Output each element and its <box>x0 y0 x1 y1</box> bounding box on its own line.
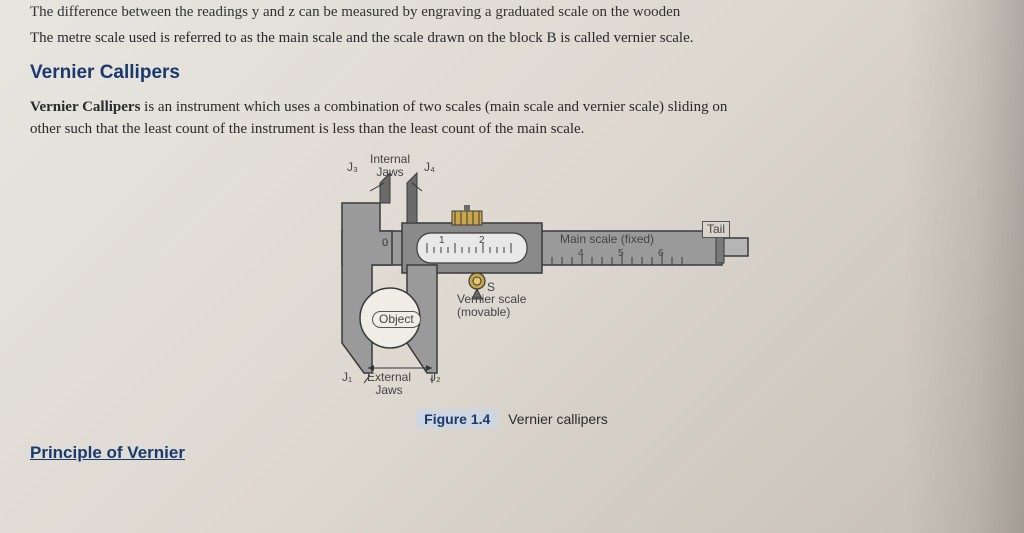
label-j3: J₃ <box>347 161 358 174</box>
label-v1: 1 <box>439 235 445 246</box>
label-m4: 4 <box>578 248 584 259</box>
figure-number: Figure 1.4 <box>416 409 498 429</box>
label-m5: 5 <box>618 248 624 259</box>
figure-vernier-callipers: 0 J₃ Internal Jaws J₄ 1 2 Main scale (fi… <box>30 153 994 427</box>
label-j2: J₂ <box>430 371 441 384</box>
label-vernier-scale: Vernier scale (movable) <box>457 293 526 319</box>
vernier-diagram: 0 J₃ Internal Jaws J₄ 1 2 Main scale (fi… <box>272 153 752 403</box>
label-j4: J₄ <box>424 161 435 174</box>
svg-text:0: 0 <box>382 237 388 249</box>
vernier-svg: 0 <box>272 153 752 403</box>
heading-principle-of-vernier: Principle of Vernier <box>30 443 994 463</box>
label-object: Object <box>372 311 421 328</box>
intro-cut-line: The difference between the readings y an… <box>30 0 994 23</box>
definition-paragraph: Vernier Callipers is an instrument which… <box>30 96 994 141</box>
label-external-jaws: External Jaws <box>367 371 411 397</box>
label-main-scale: Main scale (fixed) <box>560 233 654 246</box>
section-heading-vernier: Vernier Callipers <box>30 62 994 84</box>
term-vernier-callipers: Vernier Callipers <box>30 99 140 115</box>
label-internal-jaws: Internal Jaws <box>370 153 410 179</box>
figure-caption: Figure 1.4 Vernier callipers <box>416 411 608 427</box>
label-v2: 2 <box>479 235 485 246</box>
label-j1: J₁ <box>342 371 352 384</box>
label-m6: 6 <box>658 248 664 259</box>
label-tail: Tail <box>702 221 730 238</box>
figure-caption-text: Vernier callipers <box>508 411 608 427</box>
intro-line-2: The metre scale used is referred to as t… <box>30 27 994 50</box>
